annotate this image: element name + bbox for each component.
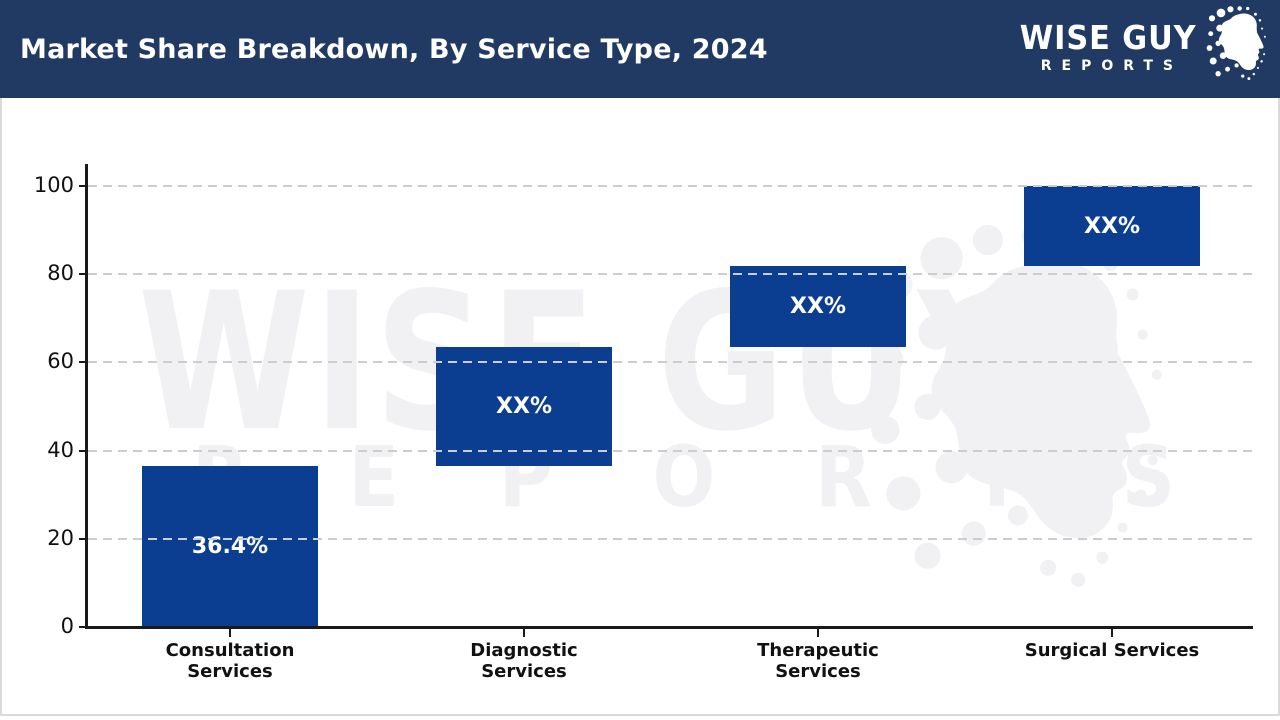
x-tick-label-diagnostic-services: Diagnostic Services — [470, 640, 578, 682]
brand-head-dots-icon — [1206, 6, 1268, 86]
header-bar: Market Share Breakdown, By Service Type,… — [0, 0, 1280, 98]
gridline-20 — [88, 537, 1253, 540]
y-tick-60 — [79, 361, 87, 364]
x-tick-label-therapeutic-services: Therapeutic Services — [757, 640, 879, 682]
x-tick-surgical-services — [1111, 629, 1113, 637]
bar-surgical-services: XX% — [1024, 186, 1200, 267]
y-tick-label-60: 60 — [47, 349, 74, 374]
bar-value-label-diagnostic-services: XX% — [496, 393, 552, 419]
y-tick-label-40: 40 — [47, 437, 74, 462]
brand-logo: WISE GUY REPORTS — [1012, 6, 1268, 86]
y-tick-0 — [79, 626, 87, 628]
gridline-80 — [88, 273, 1253, 276]
gridline-60 — [88, 361, 1253, 364]
bar-therapeutic-services: XX% — [730, 266, 906, 347]
x-tick-diagnostic-services — [523, 629, 525, 637]
plot-area: 0 20 40 60 80 100 36.4% Consultation Services XX… — [0, 98, 1280, 720]
bar-consultation-services: 36.4% — [142, 466, 318, 627]
watermark-head-dots-icon — [866, 224, 1174, 616]
x-tick-label-surgical-services: Surgical Services — [1024, 640, 1200, 661]
brand-name: WISE GUY — [1019, 18, 1197, 57]
y-tick-80 — [79, 273, 87, 276]
x-tick-consultation-services — [229, 629, 231, 637]
y-tick-label-20: 20 — [47, 525, 74, 550]
page-title: Market Share Breakdown, By Service Type,… — [20, 33, 768, 65]
gridline-100 — [88, 185, 1253, 187]
brand-wordmark: WISE GUY REPORTS — [1012, 18, 1204, 74]
bar-diagnostic-services: XX% — [436, 346, 612, 467]
x-tick-therapeutic-services — [817, 629, 819, 637]
y-tick-label-0: 0 — [60, 614, 74, 638]
gridline-40 — [88, 449, 1253, 452]
x-tick-label-consultation-services: Consultation Services — [165, 640, 295, 682]
y-tick-20 — [79, 537, 87, 540]
y-tick-label-80: 80 — [47, 261, 74, 286]
bar-value-label-surgical-services: XX% — [1084, 213, 1140, 239]
x-axis — [85, 626, 1253, 629]
y-tick-40 — [79, 449, 87, 452]
y-tick-label-100: 100 — [33, 173, 74, 197]
brand-subtitle: REPORTS — [1040, 58, 1184, 74]
y-axis — [85, 164, 88, 629]
bar-value-label-therapeutic-services: XX% — [790, 293, 846, 319]
y-tick-100 — [79, 185, 87, 187]
